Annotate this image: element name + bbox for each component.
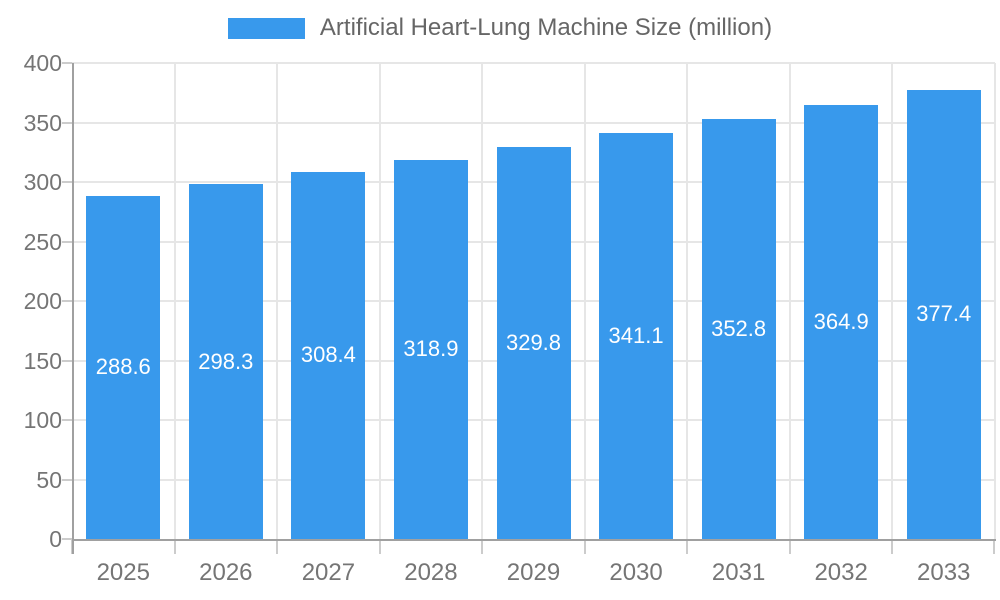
bar	[393, 159, 468, 539]
bar-value-text: 341.1	[608, 323, 664, 349]
x-axis-tick	[481, 539, 484, 554]
y-tick-label: 350	[23, 109, 62, 136]
bar	[496, 146, 571, 539]
x-tick-label: 2032	[814, 559, 868, 586]
y-axis-tick	[62, 419, 72, 421]
y-tick-label: 300	[23, 169, 62, 195]
bar-value-text: 364.9	[813, 308, 869, 334]
gridline-vertical	[276, 63, 279, 539]
x-axis-tick	[173, 539, 176, 554]
x-axis-tick	[378, 539, 381, 554]
legend-label: Artificial Heart-Lung Machine Size (mill…	[319, 14, 773, 41]
x-axis-tick	[788, 539, 791, 554]
plot-area: 0 50 100 150 200 250 300 350 400 2025 2026 2027 2028…	[24, 52, 996, 585]
x-tick-label: 2031	[711, 559, 766, 586]
bar-value-label: 288.6	[86, 196, 160, 539]
x-tick-label: 2026	[199, 559, 253, 586]
y-axis-tick	[62, 359, 72, 362]
bar-value-text: 298.3	[198, 348, 254, 374]
x-tick-label: 2025	[96, 559, 150, 586]
gridline-horizontal	[72, 62, 995, 64]
legend: Artificial Heart-Lung Machine Size (mill…	[0, 14, 1000, 42]
y-axis-tick	[62, 240, 72, 243]
bar	[188, 184, 263, 539]
gridline-horizontal	[72, 121, 995, 124]
bar	[86, 195, 161, 539]
y-tick-label: 250	[23, 228, 62, 255]
bar	[291, 172, 366, 539]
bar-value-label: 377.4	[907, 90, 981, 539]
bar	[804, 104, 879, 539]
bar-value-label: 352.8	[702, 119, 776, 539]
x-axis-tick	[583, 539, 586, 554]
y-axis-tick	[62, 478, 72, 481]
y-tick-label: 150	[23, 347, 62, 374]
gridline-vertical	[788, 63, 791, 539]
x-tick-label: 2033	[917, 559, 971, 586]
x-tick-label: 2027	[301, 559, 356, 586]
y-axis-tick	[62, 121, 72, 124]
y-axis-tick	[62, 538, 72, 540]
bar-value-text: 329.8	[505, 329, 562, 355]
bar	[701, 119, 776, 539]
x-tick-label: 2028	[404, 559, 458, 586]
gridline-vertical	[994, 63, 996, 539]
legend-swatch	[227, 17, 305, 39]
bar	[906, 89, 981, 539]
gridline-vertical	[481, 63, 484, 539]
y-axis-tick	[62, 181, 72, 183]
bar	[599, 133, 674, 539]
y-axis-line	[72, 63, 74, 554]
bar-value-label: 318.9	[394, 160, 468, 539]
x-axis-tick	[686, 539, 689, 554]
bar-value-label: 298.3	[189, 184, 263, 539]
gridline-vertical	[686, 63, 689, 539]
y-tick-label: 200	[23, 288, 62, 314]
bar-value-text: 352.8	[711, 316, 767, 342]
bar-value-label: 364.9	[804, 105, 878, 539]
bar-value-text: 318.9	[403, 336, 459, 362]
gridline-vertical	[173, 63, 176, 539]
y-tick-label: 100	[23, 407, 62, 433]
x-axis-line	[72, 539, 996, 541]
bar-value-text: 377.4	[916, 301, 972, 327]
gridline-vertical	[891, 63, 894, 539]
x-axis-tick	[993, 539, 995, 554]
bar-value-text: 308.4	[300, 342, 356, 368]
x-axis-tick	[891, 539, 894, 554]
gridline-vertical	[378, 63, 381, 539]
bar-value-label: 308.4	[291, 172, 365, 539]
bar-value-label: 329.8	[497, 147, 571, 539]
bar-value-label: 341.1	[599, 133, 673, 539]
y-tick-label: 400	[23, 50, 62, 76]
x-tick-label: 2029	[506, 559, 561, 586]
bar-value-text: 288.6	[95, 354, 151, 380]
y-tick-label: 50	[36, 466, 62, 493]
y-axis-tick	[62, 62, 72, 64]
y-axis-tick	[62, 300, 72, 302]
gridline-vertical	[583, 63, 586, 539]
y-tick-label: 0	[49, 526, 62, 552]
x-tick-label: 2030	[609, 559, 663, 586]
x-axis-tick	[276, 539, 279, 554]
